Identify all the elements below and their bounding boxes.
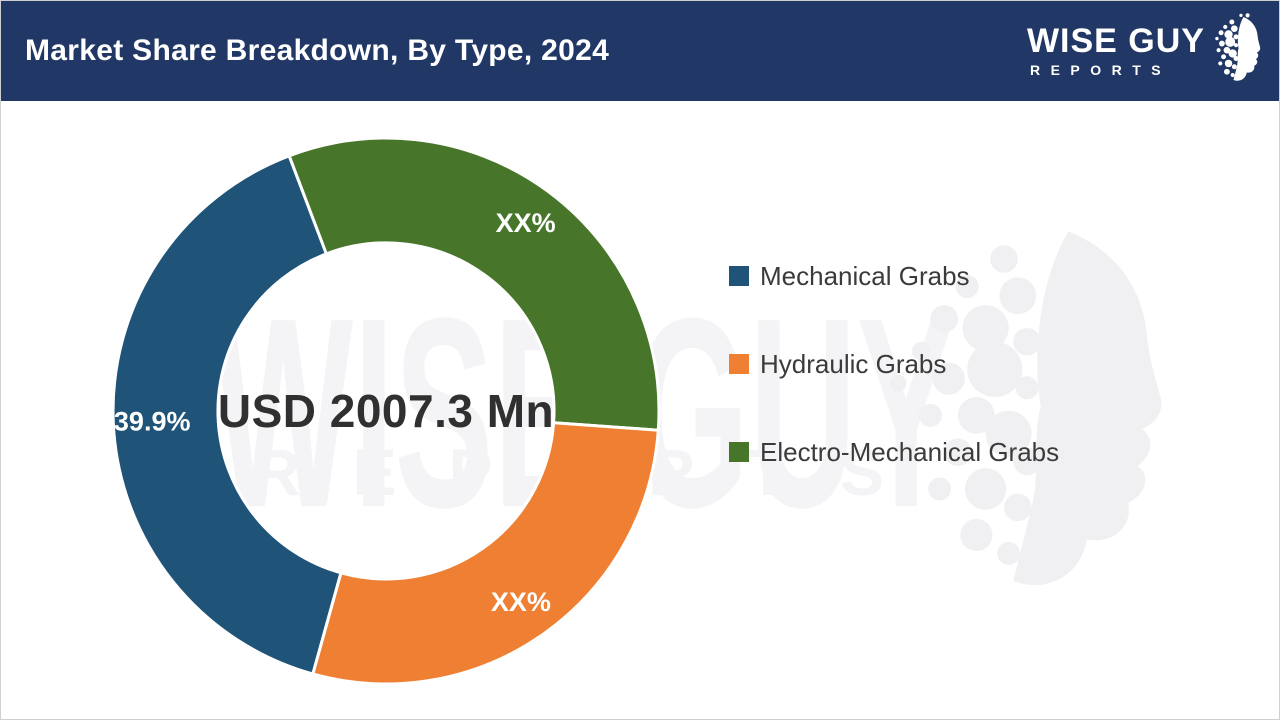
watermark-head-icon xyxy=(889,231,1162,586)
slice-label-hydraulic-grabs: XX% xyxy=(491,587,551,617)
legend-label: Mechanical Grabs xyxy=(760,261,970,291)
legend-label: Hydraulic Grabs xyxy=(760,349,947,379)
header-bar: Market Share Breakdown, By Type, 2024 WI… xyxy=(1,1,1279,101)
chart-area: WISE GUY REPORTS XX%XX%39.9% USD 2007.3 … xyxy=(1,101,1279,719)
slice-label-electro-mechanical-grabs: XX% xyxy=(496,208,556,238)
legend-swatch-electro-mechanical xyxy=(729,442,749,462)
logo-wordmark: WISE GUY xyxy=(1026,22,1205,60)
legend-swatch-hydraulic xyxy=(729,354,749,374)
pie-slice-mechanical-grabs[interactable] xyxy=(111,154,343,676)
legend-item-mechanical-grabs[interactable]: Mechanical Grabs xyxy=(729,261,1059,291)
page-title: Market Share Breakdown, By Type, 2024 xyxy=(25,34,610,67)
pie-slice-hydraulic-grabs[interactable] xyxy=(311,421,660,686)
wiseguy-logo: WISE GUY REPORTS xyxy=(1027,10,1265,92)
legend-swatch-mechanical xyxy=(729,266,749,286)
donut-chart: XX% XX% 39.9% xyxy=(111,136,661,686)
chart-center-value: USD 2007.3 Mn xyxy=(217,385,555,437)
logo-head-icon xyxy=(1215,13,1261,81)
logo-text: WISE GUY REPORTS xyxy=(1027,24,1205,78)
legend-item-electro-mechanical-grabs[interactable]: Electro-Mechanical Grabs xyxy=(729,437,1060,467)
legend-label: Electro-Mechanical Grabs xyxy=(760,437,1060,467)
chart-legend: Mechanical Grabs Hydraulic Grabs Electro… xyxy=(729,261,1060,530)
legend-item-hydraulic-grabs[interactable]: Hydraulic Grabs xyxy=(729,349,1059,379)
slice-label-mechanical-grabs: 39.9% xyxy=(114,407,191,437)
logo-subtitle: REPORTS xyxy=(1029,62,1172,78)
pie-slice-electro-mechanical-grabs[interactable] xyxy=(287,136,661,432)
